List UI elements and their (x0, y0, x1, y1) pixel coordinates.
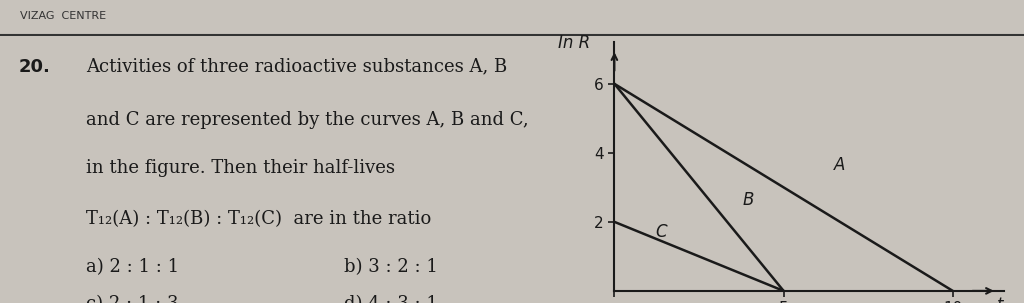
Text: VIZAG  CENTRE: VIZAG CENTRE (20, 11, 106, 22)
Text: 20.: 20. (18, 58, 50, 76)
Text: in the figure. Then their half-lives: in the figure. Then their half-lives (86, 159, 395, 177)
Text: T₁₂(A) : T₁₂(B) : T₁₂(C)  are in the ratio: T₁₂(A) : T₁₂(B) : T₁₂(C) are in the rati… (86, 210, 431, 228)
Text: In R: In R (558, 34, 590, 52)
Text: d) 4 : 3 : 1: d) 4 : 3 : 1 (344, 295, 438, 303)
Text: b) 3 : 2 : 1: b) 3 : 2 : 1 (344, 258, 438, 276)
Text: A: A (835, 156, 846, 174)
Text: C: C (655, 223, 667, 241)
Text: Activities of three radioactive substances A, B: Activities of three radioactive substanc… (86, 58, 507, 76)
Text: and C are represented by the curves A, B and C,: and C are represented by the curves A, B… (86, 111, 528, 129)
Text: c) 2 : 1 : 3: c) 2 : 1 : 3 (86, 295, 178, 303)
Text: B: B (743, 191, 755, 208)
Text: a) 2 : 1 : 1: a) 2 : 1 : 1 (86, 258, 179, 276)
Text: t: t (997, 296, 1004, 303)
